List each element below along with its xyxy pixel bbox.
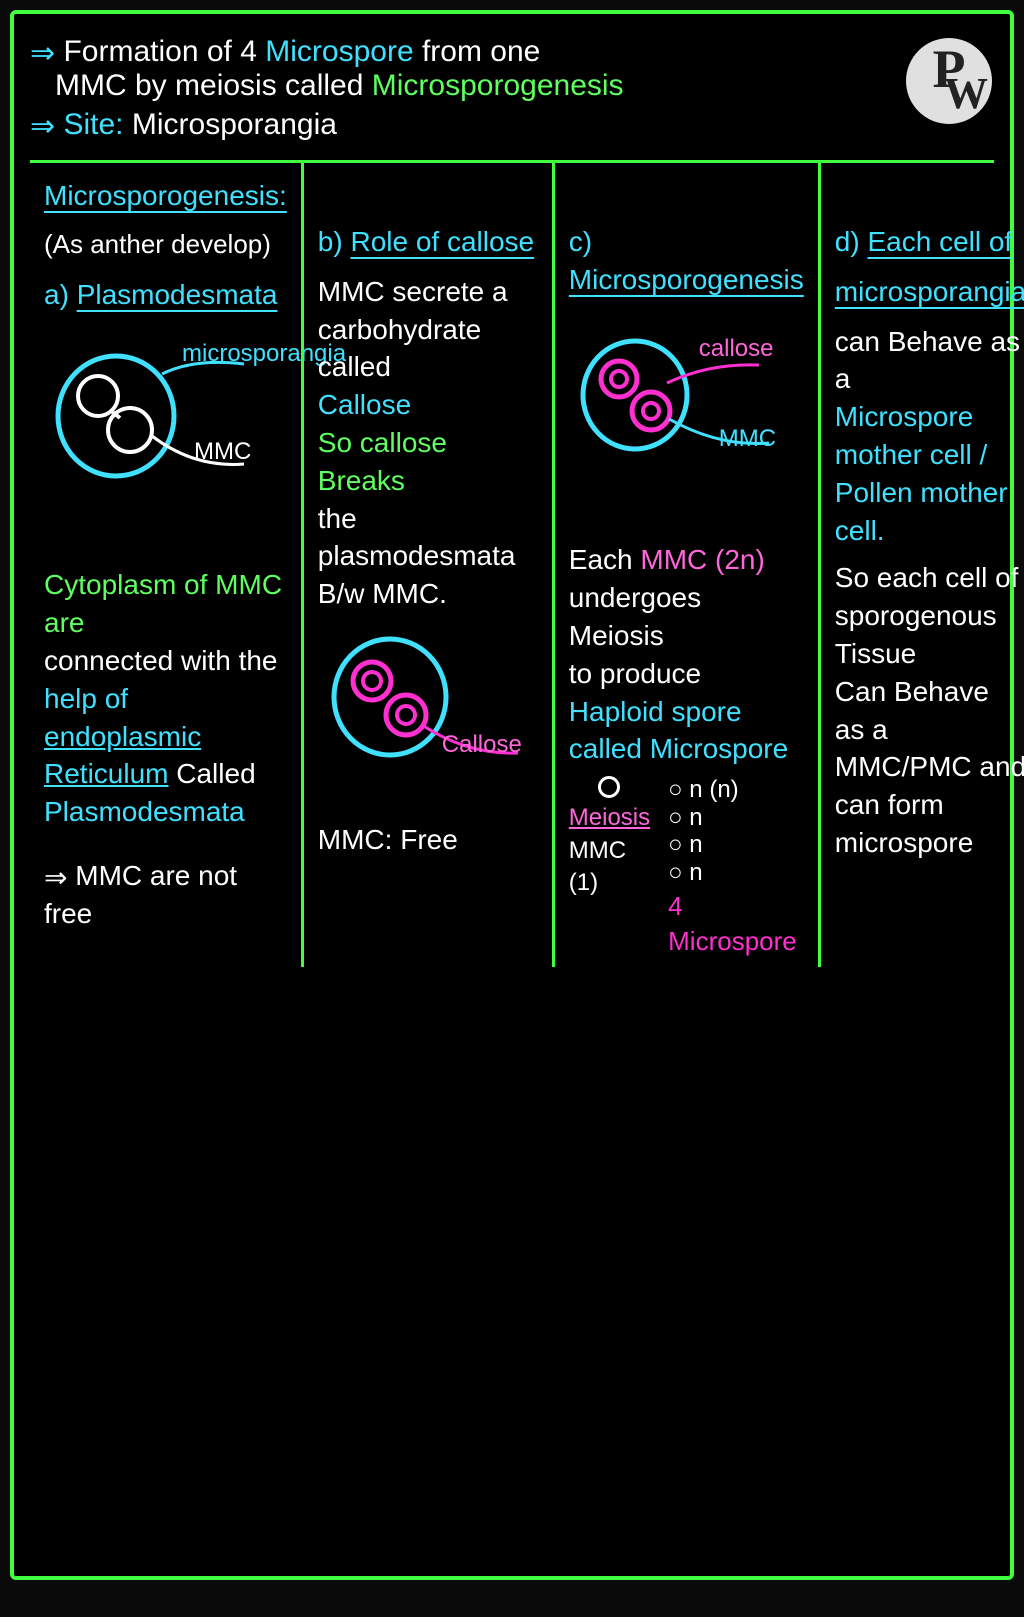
n-item: ○ n (n) xyxy=(668,776,804,804)
a-cyan1b: endoplasmic xyxy=(44,721,201,752)
n-item: ○ n xyxy=(668,859,804,887)
c-l3: to produce xyxy=(569,655,804,693)
d-title: Each cell of xyxy=(867,223,1012,261)
d-so5: can form microspore xyxy=(835,786,1024,862)
logo-w: W xyxy=(944,72,988,116)
diagram-b: Callose xyxy=(318,625,538,807)
c-l2: undergoes Meiosis xyxy=(569,579,804,655)
a-cyan2: Reticulum xyxy=(44,758,168,789)
diagram-c: callose MMC xyxy=(569,323,804,528)
arrow-icon: ⇒ xyxy=(30,36,55,71)
c-title: Microsporogenesis xyxy=(569,261,804,299)
a-label: a) xyxy=(44,279,77,310)
col-a-title2: (As anther develop) xyxy=(44,227,287,262)
diagram-a: microsporangia MMC xyxy=(44,338,287,553)
n-item: ○ n xyxy=(668,804,804,832)
c-l5: called Microspore xyxy=(569,730,804,768)
intro-text2: from one xyxy=(414,35,541,68)
arrow-icon: ⇒ xyxy=(44,859,67,897)
a-w2: Called xyxy=(176,758,255,789)
four-microspore: 4 Microspore xyxy=(668,889,804,959)
b-so: So callose Breaks xyxy=(318,424,538,500)
col-d: d) Each cell of microsporangia can Behav… xyxy=(818,163,1024,967)
arrow-icon: ⇒ xyxy=(30,109,55,144)
c-l4: Haploid spore xyxy=(569,693,804,731)
d-so2: sporogenous Tissue xyxy=(835,597,1024,673)
d-l3: Microspore mother cell / xyxy=(835,398,1024,474)
b-title: Role of callose xyxy=(350,223,534,261)
brand-logo: P W xyxy=(906,38,992,124)
d-so4: MMC/PMC and xyxy=(835,748,1024,786)
n-list: ○ n (n) ○ n ○ n ○ n xyxy=(668,776,804,886)
d-l4: Pollen mother cell. xyxy=(835,474,1024,550)
mmc-left-top: MMC xyxy=(569,835,650,867)
intro-text: Formation of 4 xyxy=(63,35,265,68)
d-l1: microsporangia xyxy=(835,273,1024,311)
meiosis-diagram: Meiosis MMC (1) ○ n (n) ○ n ○ n ○ n 4 Mi… xyxy=(569,776,804,959)
columns: Microsporogenesis: (As anther develop) a… xyxy=(30,160,994,967)
b-l2: carbohydrate called xyxy=(318,311,538,387)
c-l1pink: MMC (2n) xyxy=(640,544,764,575)
d-so1: So each cell of xyxy=(835,559,1024,597)
a-notfree: MMC are not free xyxy=(44,860,237,929)
d-l2: can Behave as a xyxy=(835,323,1024,399)
b-callose: Callose xyxy=(318,386,538,424)
b-bw: B/w MMC. xyxy=(318,575,538,613)
a-cyan1: help of xyxy=(44,683,128,714)
intro-text3: MMC by meiosis called xyxy=(55,69,372,102)
col-a-title1: Microsporogenesis: xyxy=(44,177,287,215)
d-label: d) xyxy=(835,226,868,257)
site-label: Site: xyxy=(63,108,123,141)
intro-microspore: Microspore xyxy=(265,35,413,68)
site-value: Microsporangia xyxy=(132,108,337,141)
b-free: MMC: Free xyxy=(318,821,538,859)
col-a: Microsporogenesis: (As anther develop) a… xyxy=(30,163,301,967)
b-label: b) xyxy=(318,226,351,257)
mmc-left-bot: (1) xyxy=(569,867,650,899)
a-line-green: Cytoplasm of MMC are xyxy=(44,566,287,642)
b-l1: MMC secrete a xyxy=(318,273,538,311)
c-label: c) xyxy=(569,226,592,257)
col-b: b) Role of callose MMC secrete a carbohy… xyxy=(301,163,552,967)
intro-green: Microsporogenesis xyxy=(372,69,624,102)
a-title: Plasmodesmata xyxy=(77,276,278,314)
d-so3: Can Behave as a xyxy=(835,673,1024,749)
a-line-w1: connected with the xyxy=(44,642,287,680)
a-plasmo: Plasmodesmata xyxy=(44,793,287,831)
col-c: c) Microsporogenesis callose MMC Each MM… xyxy=(552,163,818,967)
meiosis-label: Meiosis xyxy=(569,802,650,834)
c-l1a: Each xyxy=(569,544,641,575)
n-item: ○ n xyxy=(668,831,804,859)
intro-block: ⇒ Formation of 4 Microspore from one MMC… xyxy=(30,34,994,142)
b-plasmo: the plasmodesmata xyxy=(318,500,538,576)
blackboard: P W ⇒ Formation of 4 Microspore from one… xyxy=(10,10,1014,1580)
